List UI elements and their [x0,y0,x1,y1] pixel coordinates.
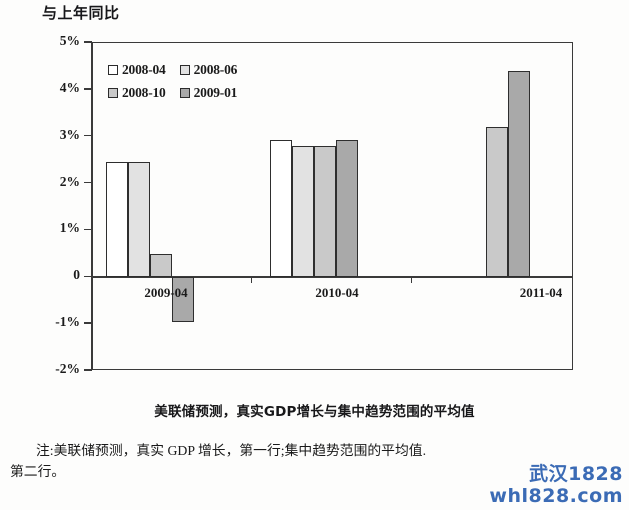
y-tick--1% [84,322,92,324]
zero-baseline [93,276,572,279]
note-line-1: 注:美联储预测，真实 GDP 增长，第一行;集中趋势范围的平均值. [36,443,427,458]
bar-2008-10-2011-04 [486,127,508,278]
y-tick-0 [84,275,92,277]
plot-area [93,43,572,369]
note-line-2: 第二行。 [10,464,66,480]
legend-swatch-icon-2009-01 [179,88,190,98]
legend-item-2008-04: 2008-04 [108,62,166,78]
bar-2009-01-2011-04 [508,71,530,278]
y-axis-line [91,42,93,370]
chart-legend: 2008-04 2008-06 2008-10 2009-01 [108,62,237,101]
bar-2009-01-2009-04 [172,277,194,322]
legend-swatch-icon-2008-04 [108,65,118,75]
x-tick-1 [251,276,253,284]
y-tick-label-1%: 1% [59,220,80,236]
legend-item-2009-01: 2009-01 [179,85,238,101]
legend-label-2008-10: 2008-10 [122,85,166,100]
y-tick--2% [84,369,92,371]
y-axis-caption: 与上年同比 [42,4,120,22]
x-tick-2 [411,276,413,284]
legend-item-2008-10: 2008-10 [108,85,166,101]
bar-2008-06-2009-04 [128,162,150,278]
legend-swatch-icon-2008-10 [108,88,118,98]
watermark-line-1: 武汉1828 [529,463,623,486]
bar-2008-06-2010-04 [292,146,314,278]
figure-caption: 美联储预测，真实GDP增长与集中趋势范围的平均值 [154,404,475,420]
legend-item-2008-06: 2008-06 [179,62,238,78]
watermark: 武汉1828 whl828.com [489,463,623,508]
bar-2009-01-2010-04 [336,139,358,278]
bar-2008-04-2010-04 [270,139,292,278]
y-tick-label--2%: -2% [55,361,80,376]
y-tick-label-3%: 3% [59,126,80,142]
legend-row-1: 2008-04 2008-06 [108,62,237,78]
y-tick-3% [84,135,92,137]
legend-label-2008-04: 2008-04 [122,62,166,77]
legend-label-2008-06: 2008-06 [193,62,238,77]
legend-label-2009-01: 2009-01 [193,85,238,100]
y-tick-label-5%: 5% [59,33,80,48]
legend-row-2: 2008-10 2009-01 [108,85,237,101]
y-tick-label-0: 0 [73,267,80,283]
watermark-line-2: whl828.com [489,485,623,508]
y-tick-label-4%: 4% [59,79,80,95]
x-axis-label-2009-04: 2009-04 [144,285,188,301]
x-axis-label-2010-04: 2010-04 [315,285,359,301]
y-tick-label-2%: 2% [59,173,80,189]
y-tick-2% [84,181,92,184]
y-tick-label--1%: -1% [55,314,80,330]
bar-2008-04-2009-04 [106,162,128,278]
bar-2008-10-2010-04 [314,146,336,278]
figure-note: 注:美联储预测，真实 GDP 增长，第一行;集中趋势范围的平均值. 第二行。 [10,440,622,483]
y-tick-4% [84,88,92,90]
chart-plot-frame [92,42,573,370]
y-tick-5% [84,41,92,43]
x-axis-label-2011-04: 2011-04 [519,285,563,301]
y-tick-1% [84,228,92,231]
bar-2008-10-2009-04 [150,253,172,278]
legend-swatch-icon-2008-06 [179,65,190,75]
